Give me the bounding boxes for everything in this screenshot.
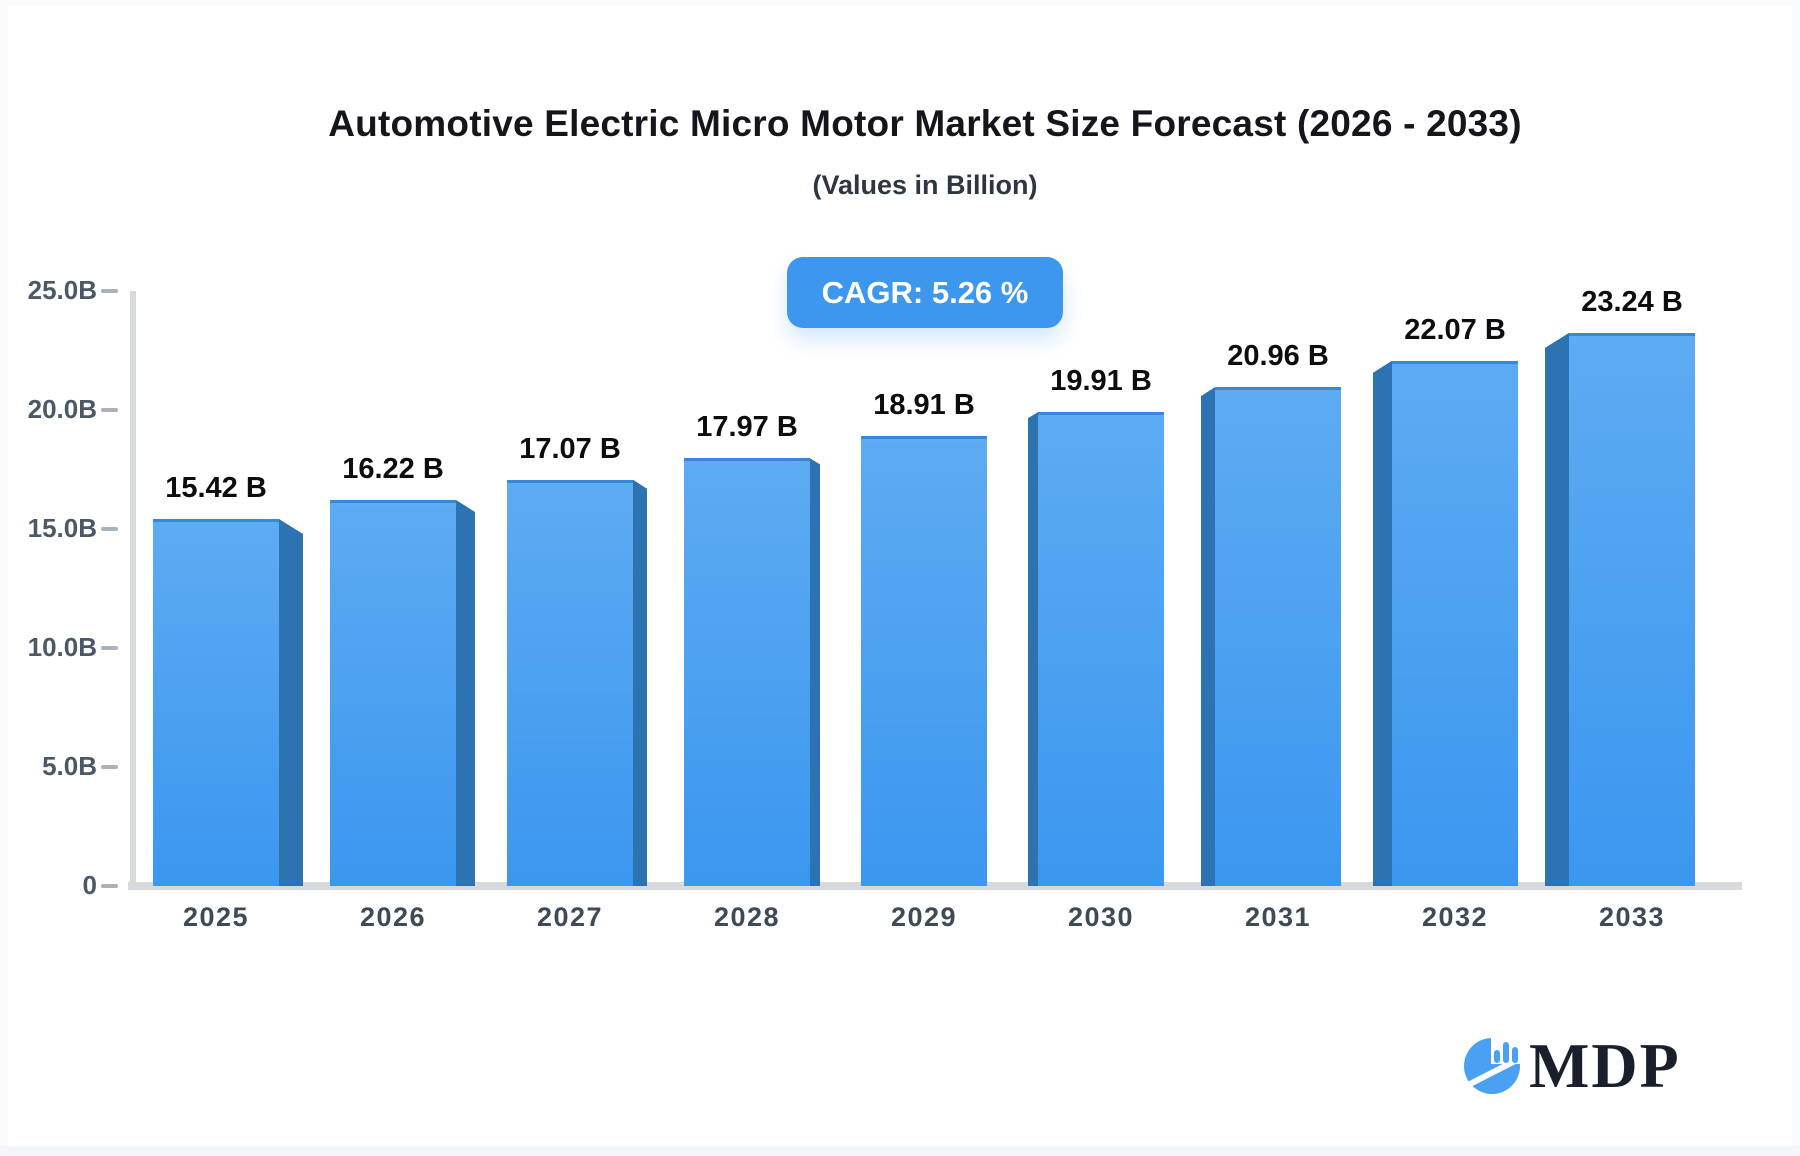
x-axis-year-label: 2028 [713,902,781,932]
bar-value-label: 18.91 B [873,388,975,421]
pie-bar-chart-icon [1464,1037,1521,1094]
bar-3d-side [1028,412,1038,886]
bar-value-label: 17.97 B [696,411,798,444]
x-axis-year-label: 2033 [1598,902,1666,932]
y-tick-mark [101,289,118,293]
bar-2026 [330,499,456,886]
y-tick-mark [101,527,118,531]
cagr-badge: CAGR: 5.26 % [787,257,1063,328]
bar-value-label: 17.07 B [519,432,621,465]
bar-3d-side [1545,332,1569,886]
x-axis-year-label: 2030 [1067,902,1135,932]
x-axis-year-label: 2032 [1421,902,1489,932]
x-axis-year-label: 2026 [359,902,427,932]
chart-title: Automotive Electric Micro Motor Market S… [328,103,1522,144]
cagr-badge-label: CAGR: 5.26 % [821,274,1029,310]
bar-2031 [1215,387,1341,886]
bar-3d-side [279,519,303,886]
bar-2027 [507,479,633,886]
x-axis-year-label: 2029 [890,902,958,932]
bar-3d-side [1201,387,1215,886]
bar-3d-side [1373,360,1392,886]
y-tick-label: 15.0B [27,513,97,543]
chart-subtitle: (Values in Billion) [812,170,1038,200]
bar-2033 [1569,332,1695,886]
x-axis-year-label: 2031 [1244,902,1312,932]
x-axis-year-label: 2025 [182,902,250,932]
brand-logo-text: MDP [1529,1030,1681,1101]
bar-2025 [153,519,279,886]
bar-2028 [684,458,810,886]
x-axis-baseline [128,882,1742,890]
y-tick-mark [101,646,118,650]
bar-value-label: 16.22 B [342,452,444,485]
bar-value-label: 20.96 B [1227,340,1329,373]
bar-2029 [861,435,987,886]
bar-value-label: 19.91 B [1050,365,1152,398]
bar-3d-side [456,499,475,886]
bar-2032 [1392,360,1518,886]
y-tick-label: 20.0B [27,394,97,424]
bar-value-label: 23.24 B [1581,285,1683,318]
bar-2030 [1038,412,1164,886]
bar-3d-side [633,479,647,886]
y-tick-label: 0 [82,870,97,900]
y-tick-mark [101,884,118,888]
y-tick-mark [101,765,118,769]
bar-3d-side [810,458,820,886]
y-axis-line [130,291,136,890]
brand-logo: MDP [1463,1030,1681,1101]
y-tick-label: 25.0B [27,275,97,305]
y-tick-mark [101,408,118,412]
y-tick-label: 5.0B [42,751,97,781]
bar-value-label: 22.07 B [1404,313,1506,346]
x-axis-year-label: 2027 [536,902,604,932]
footer-strip [0,1146,1800,1156]
bar-value-label: 15.42 B [165,472,267,504]
y-tick-label: 10.0B [27,632,97,662]
